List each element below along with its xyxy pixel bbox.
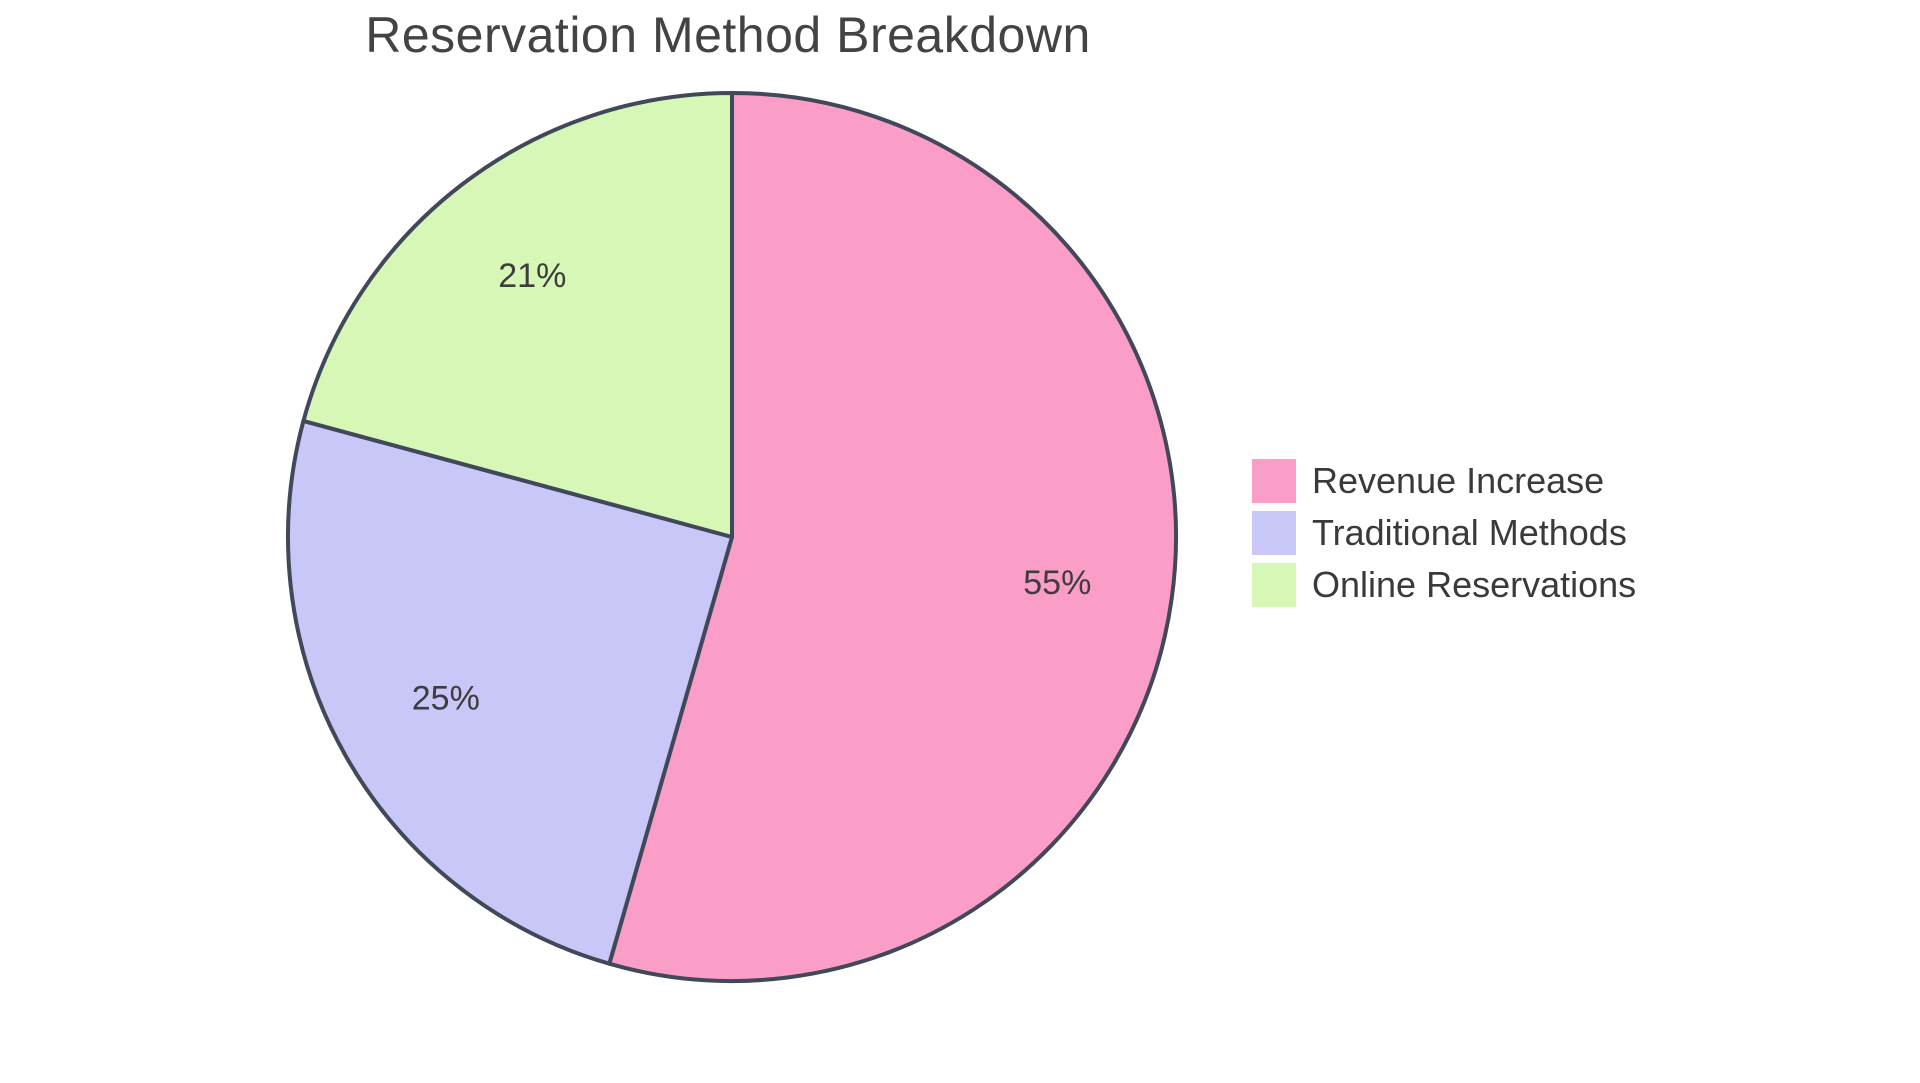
legend-item-online-reservations: Online Reservations: [1252, 563, 1636, 607]
legend-swatch-traditional-methods: [1252, 511, 1296, 555]
pie-slice-traditional-methods: [286, 418, 734, 966]
pie-slice-online-reservations: [301, 91, 734, 539]
chart-title: Reservation Method Breakdown: [365, 7, 1091, 63]
legend-swatch-revenue-increase: [1252, 459, 1296, 503]
legend-label-online-reservations: Online Reservations: [1312, 564, 1637, 605]
legend-label-revenue-increase: Revenue Increase: [1312, 460, 1605, 501]
slice-percent-label-revenue-increase: 55%: [1023, 564, 1091, 602]
legend-label-traditional-methods: Traditional Methods: [1312, 512, 1627, 553]
pie-slice-revenue-increase: [607, 91, 1178, 983]
legend-swatch-online-reservations: [1252, 563, 1296, 607]
slice-percent-label-traditional-methods: 25%: [412, 679, 480, 717]
legend-item-revenue-increase: Revenue Increase: [1252, 459, 1636, 503]
legend: Revenue Increase Traditional Methods Onlin…: [1252, 459, 1636, 607]
legend-item-traditional-methods: Traditional Methods: [1252, 511, 1636, 555]
slice-percent-label-online-reservations: 21%: [498, 257, 566, 295]
